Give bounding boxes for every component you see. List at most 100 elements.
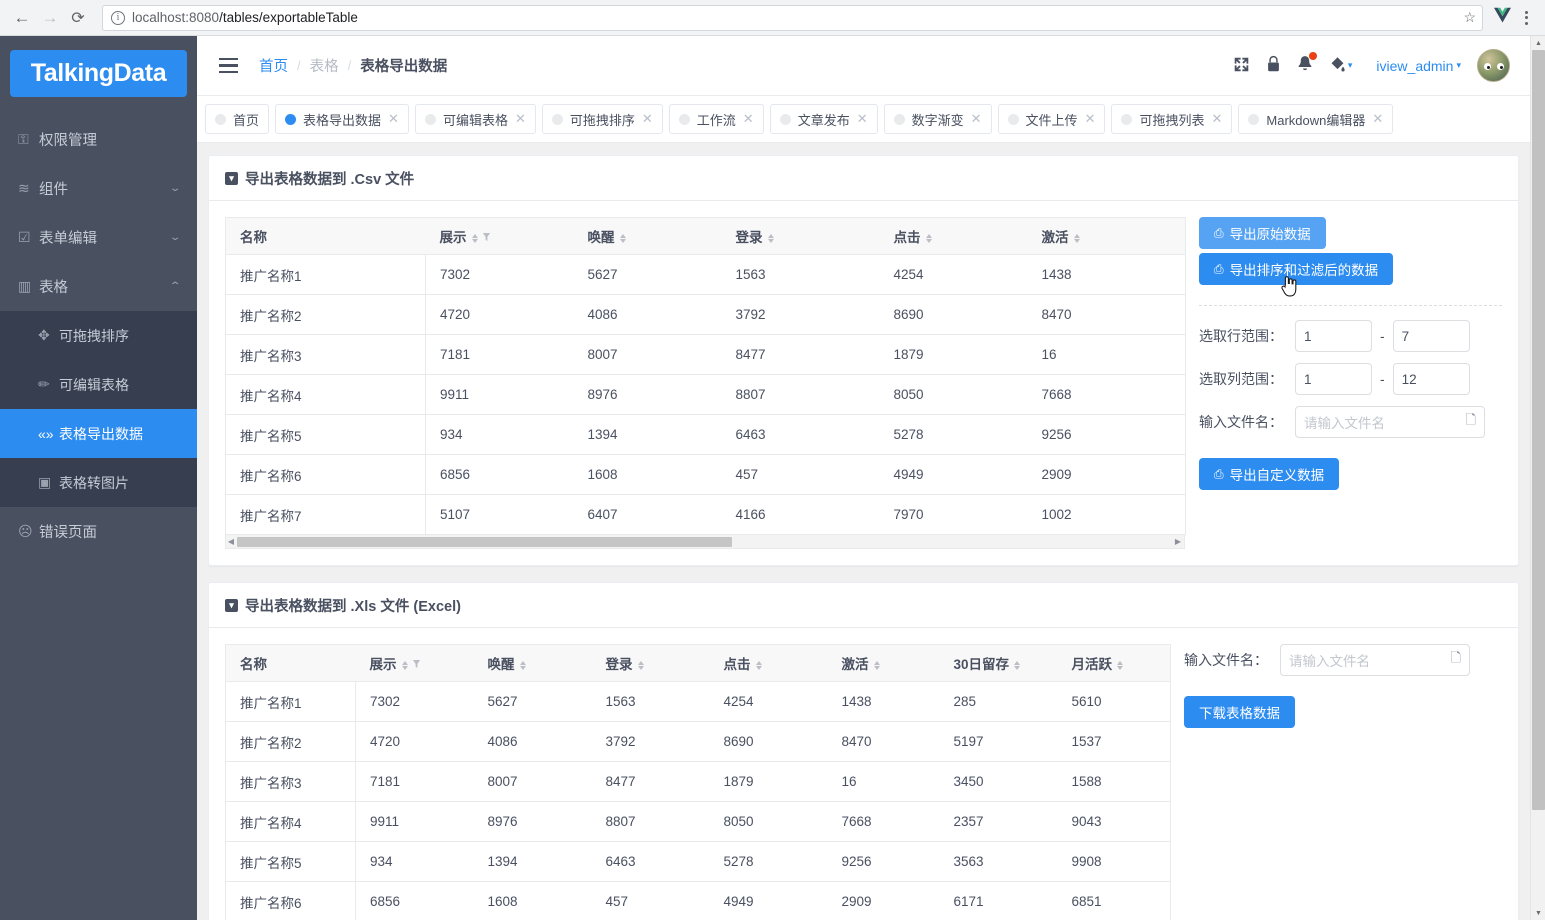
sidebar-item-exportable-table[interactable]: «» 表格导出数据 <box>0 409 197 458</box>
scroll-down-arrow-icon[interactable]: ▼ <box>1535 909 1542 917</box>
filter-icon[interactable] <box>482 232 491 245</box>
scroll-right-arrow-icon[interactable]: ▶ <box>1174 537 1182 546</box>
table-row[interactable]: 推广名称6 6856 1608 457 4949 2909 6171 6851 <box>225 881 1171 920</box>
sidebar-item-form-edit[interactable]: ☑ 表单编辑 ⌄ <box>0 213 197 262</box>
breadcrumb-home[interactable]: 首页 <box>259 59 288 75</box>
back-button[interactable]: ← <box>8 4 36 32</box>
export-custom-button[interactable]: ⎙ 导出自定义数据 <box>1199 458 1340 490</box>
table-row[interactable]: 推广名称5 934 1394 6463 5278 9256 3563 9908 <box>225 841 1171 882</box>
scroll-left-arrow-icon[interactable]: ◀ <box>227 537 235 546</box>
address-bar[interactable]: i localhost:8080/tables/exportableTable … <box>102 4 1483 31</box>
export-raw-button[interactable]: ⎙ 导出原始数据 <box>1199 217 1326 249</box>
scrollbar-thumb[interactable] <box>1532 50 1545 810</box>
table-row[interactable]: 推广名称2 4720 4086 3792 8690 8470 <box>225 294 1186 335</box>
app-logo[interactable]: TalkingData <box>10 50 187 97</box>
tab-item[interactable]: 可拖拽排序 ✕ <box>541 104 663 134</box>
column-header[interactable]: 登录 <box>591 644 710 682</box>
page-vertical-scrollbar[interactable]: ▲ ▼ <box>1530 36 1545 920</box>
tab-item[interactable]: 文章发布 ✕ <box>769 104 878 134</box>
column-header[interactable]: 激活 <box>827 644 940 682</box>
sort-icon[interactable] <box>767 233 774 243</box>
forward-button[interactable]: → <box>36 4 64 32</box>
user-menu[interactable]: iview_admin ▾ <box>1376 58 1461 74</box>
fullscreen-icon[interactable] <box>1233 56 1250 76</box>
download-table-data-button[interactable]: 下载表格数据 <box>1184 696 1295 728</box>
sort-icon[interactable] <box>619 233 626 243</box>
close-icon[interactable]: ✕ <box>1084 111 1096 126</box>
close-icon[interactable]: ✕ <box>514 111 526 126</box>
col-from-input[interactable]: 1 <box>1295 363 1372 395</box>
tab-item[interactable]: 工作流 ✕ <box>668 104 764 134</box>
row-from-input[interactable]: 1 <box>1295 320 1372 352</box>
table-row[interactable]: 推广名称4 9911 8976 8807 8050 7668 <box>225 374 1186 415</box>
table-row[interactable]: 推广名称5 934 1394 6463 5278 9256 <box>225 414 1186 455</box>
sort-icon[interactable] <box>925 233 932 243</box>
column-header[interactable]: 激活 <box>1027 217 1186 255</box>
col-to-input[interactable]: 12 <box>1392 363 1470 395</box>
table-horizontal-scrollbar[interactable]: ◀ ▶ <box>225 535 1185 549</box>
table-row[interactable]: 推广名称1 7302 5627 1563 4254 1438 <box>225 254 1186 295</box>
filename-input[interactable]: 请输入文件名 🗋 <box>1295 406 1485 438</box>
column-header[interactable]: 30日留存 <box>939 644 1058 682</box>
sidebar-item-error-pages[interactable]: ☹ 错误页面 <box>0 507 197 556</box>
column-header[interactable]: 月活跃 <box>1057 644 1171 682</box>
table-row[interactable]: 推广名称1 7302 5627 1563 4254 1438 285 5610 <box>225 681 1171 722</box>
browser-menu-button[interactable] <box>1515 10 1537 25</box>
column-header[interactable]: 唤醒 <box>473 644 592 682</box>
tab-item[interactable]: 文件上传 ✕ <box>997 104 1106 134</box>
tab-item[interactable]: Markdown编辑器 ✕ <box>1238 104 1394 134</box>
reload-button[interactable]: ⟳ <box>64 4 92 32</box>
sort-icon[interactable] <box>471 233 478 243</box>
table-row[interactable]: 推广名称3 7181 8007 8477 1879 16 3450 1588 <box>225 761 1171 802</box>
sort-icon[interactable] <box>1117 660 1123 670</box>
avatar[interactable] <box>1477 49 1510 82</box>
close-icon[interactable]: ✕ <box>1372 111 1384 126</box>
column-header[interactable]: 唤醒 <box>573 217 722 255</box>
filename-input[interactable]: 请输入文件名 🗋 <box>1280 644 1470 676</box>
sort-icon[interactable] <box>873 660 880 670</box>
tab-item[interactable]: 可拖拽列表 ✕ <box>1111 104 1233 134</box>
menu-icon[interactable] <box>197 58 259 73</box>
scroll-up-arrow-icon[interactable]: ▲ <box>1535 39 1542 47</box>
close-icon[interactable]: ✕ <box>641 111 653 126</box>
site-info-icon[interactable]: i <box>111 10 125 25</box>
sidebar-item-draggable-sort[interactable]: ✥ 可拖拽排序 <box>0 311 197 360</box>
close-icon[interactable]: ✕ <box>1211 111 1223 126</box>
theme-switcher[interactable]: ▾ <box>1329 56 1352 76</box>
bookmark-star-icon[interactable]: ☆ <box>1463 8 1476 25</box>
table-row[interactable]: 推广名称4 9911 8976 8807 8050 7668 2357 9043 <box>225 801 1171 842</box>
export-sorted-filtered-button[interactable]: ⎙ 导出排序和过滤后的数据 <box>1199 253 1394 285</box>
sidebar-item-editable-table[interactable]: ✏ 可编辑表格 <box>0 360 197 409</box>
tab-item[interactable]: 表格导出数据 ✕ <box>275 104 409 134</box>
sort-icon[interactable] <box>755 660 762 670</box>
sidebar-item-components[interactable]: ≋ 组件 ⌄ <box>0 164 197 213</box>
row-to-input[interactable]: 7 <box>1392 320 1470 352</box>
column-header[interactable]: 点击 <box>709 644 828 682</box>
close-icon[interactable]: ✕ <box>742 111 754 126</box>
table-row[interactable]: 推广名称7 5107 6407 4166 7970 1002 <box>225 494 1186 535</box>
tab-item[interactable]: 可编辑表格 ✕ <box>414 104 536 134</box>
sort-icon[interactable] <box>637 660 644 670</box>
breadcrumb-tables[interactable]: 表格 <box>309 59 339 75</box>
column-header[interactable]: 名称 <box>225 217 426 255</box>
table-row[interactable]: 推广名称3 7181 8007 8477 1879 16 <box>225 334 1186 375</box>
vue-devtools-extension-icon[interactable] <box>1489 7 1515 29</box>
column-header[interactable]: 展示 <box>355 644 474 682</box>
page-scroll-container[interactable]: ▾ 导出表格数据到 .Csv 文件 名称 展示 唤醒 登录 点击 激活 推广名称1 7302… <box>197 143 1530 920</box>
sort-icon[interactable] <box>401 660 408 670</box>
sort-icon[interactable] <box>1073 233 1080 243</box>
table-row[interactable]: 推广名称2 4720 4086 3792 8690 8470 5197 1537 <box>225 721 1171 762</box>
tab-item[interactable]: 数字渐变 ✕ <box>883 104 992 134</box>
column-header[interactable]: 名称 <box>225 644 356 682</box>
sidebar-item-table-to-image[interactable]: ▣ 表格转图片 <box>0 458 197 507</box>
column-header[interactable]: 登录 <box>721 217 880 255</box>
lock-icon[interactable] <box>1266 55 1281 76</box>
tab-item[interactable]: 首页 <box>205 104 270 134</box>
table-row[interactable]: 推广名称6 6856 1608 457 4949 2909 <box>225 454 1186 495</box>
column-header[interactable]: 点击 <box>879 217 1028 255</box>
close-icon[interactable]: ✕ <box>856 111 868 126</box>
filter-icon[interactable] <box>412 659 421 672</box>
bell-icon[interactable] <box>1297 52 1317 76</box>
sidebar-item-permissions[interactable]: ⚿ 权限管理 <box>0 115 197 164</box>
sort-icon[interactable] <box>1014 660 1021 670</box>
